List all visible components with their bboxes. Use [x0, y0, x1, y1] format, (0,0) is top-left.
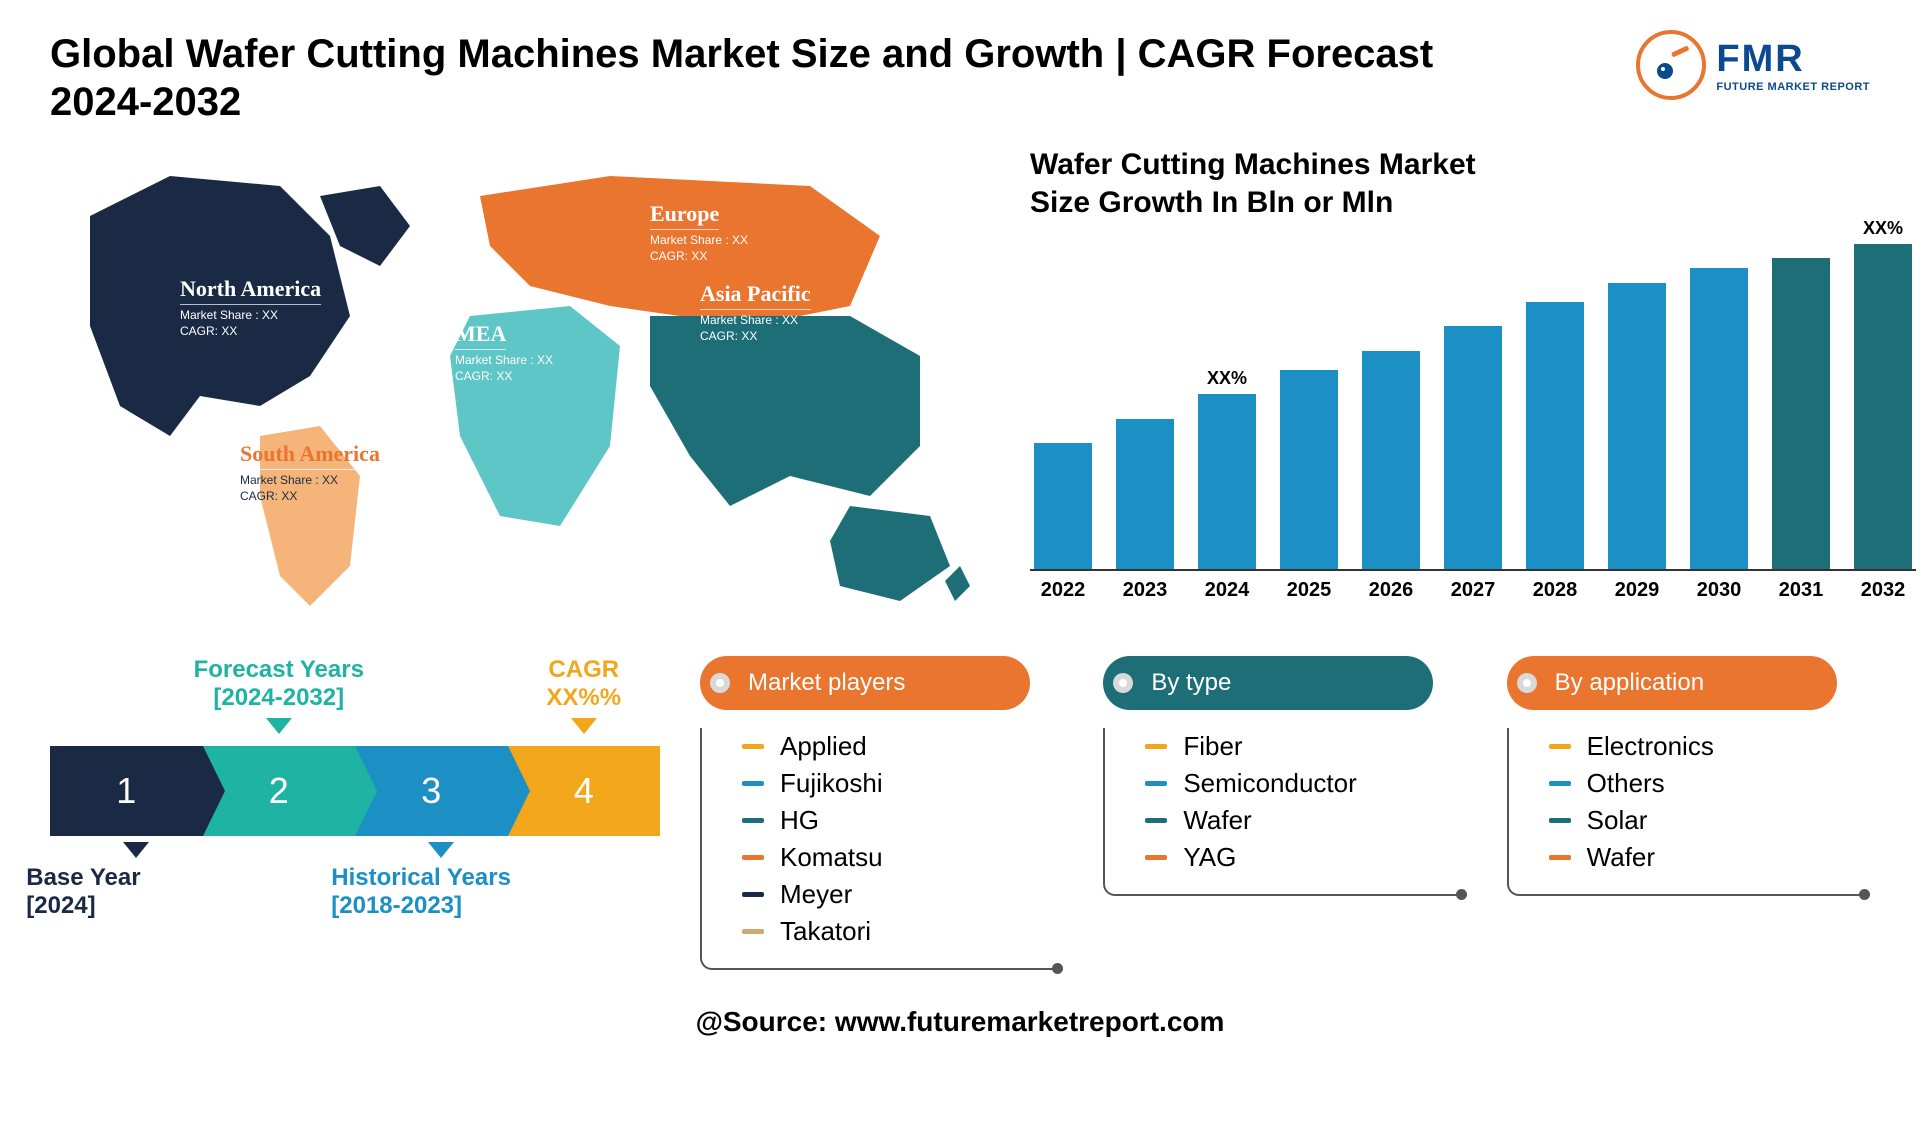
timeline-box-3: 3 — [355, 746, 508, 836]
bar-2023 — [1112, 393, 1178, 569]
segment-item: Solar — [1549, 802, 1870, 839]
year-label-2029: 2029 — [1604, 579, 1670, 602]
year-label-2026: 2026 — [1358, 579, 1424, 602]
timeline-top-label-2: Forecast Years[2024-2032] — [189, 656, 369, 734]
fmr-logo: FMR FUTURE MARKET REPORT — [1636, 30, 1870, 100]
segment-list: ElectronicsOthersSolarWafer — [1507, 728, 1870, 896]
year-label-2023: 2023 — [1112, 579, 1178, 602]
region-label-europe: EuropeMarket Share : XXCAGR: XX — [650, 201, 748, 264]
bar-2031 — [1768, 232, 1834, 569]
bar-2024: XX% — [1194, 368, 1260, 569]
year-label-2025: 2025 — [1276, 579, 1342, 602]
segment-pill: By type — [1103, 656, 1433, 710]
year-label-2031: 2031 — [1768, 579, 1834, 602]
segment-by-application: By application ElectronicsOthersSolarWafe… — [1507, 656, 1870, 970]
bar-2030 — [1686, 242, 1752, 569]
growth-chart: Wafer Cutting Machines Market Size Growt… — [1000, 146, 1920, 616]
timeline-box-1: 1 — [50, 746, 203, 836]
segment-item: Fujikoshi — [742, 765, 1063, 802]
timeline-top-label-4: CAGRXX%% — [494, 656, 674, 734]
segment-item: Semiconductor — [1145, 765, 1466, 802]
world-map: North AmericaMarket Share : XXCAGR: XX So… — [50, 146, 980, 616]
bar-2027 — [1440, 300, 1506, 569]
bar-2022 — [1030, 417, 1096, 569]
segment-list: FiberSemiconductorWaferYAG — [1103, 728, 1466, 896]
bar-2026 — [1358, 325, 1424, 569]
segment-item: Takatori — [742, 913, 1063, 950]
segment-item: Komatsu — [742, 839, 1063, 876]
bar-2032: XX% — [1850, 218, 1916, 569]
chart-title: Wafer Cutting Machines Market Size Growt… — [1030, 146, 1510, 221]
segment-item: HG — [742, 802, 1063, 839]
year-label-2022: 2022 — [1030, 579, 1096, 602]
bar-2029 — [1604, 257, 1670, 569]
segment-by-type: By type FiberSemiconductorWaferYAG — [1103, 656, 1466, 970]
logo-abbr: FMR — [1716, 38, 1870, 81]
segment-item: Meyer — [742, 876, 1063, 913]
segment-item: Applied — [742, 728, 1063, 765]
region-label-mea: MEAMarket Share : XXCAGR: XX — [455, 321, 553, 384]
bar-2025 — [1276, 344, 1342, 569]
region-label-north_america: North AmericaMarket Share : XXCAGR: XX — [180, 276, 321, 339]
year-label-2028: 2028 — [1522, 579, 1588, 602]
segment-pill: By application — [1507, 656, 1837, 710]
timeline: Forecast Years[2024-2032]CAGRXX%% 1234 B… — [50, 656, 660, 952]
logo-subtitle: FUTURE MARKET REPORT — [1716, 81, 1870, 93]
year-label-2024: 2024 — [1194, 579, 1260, 602]
region-label-asia_pacific: Asia PacificMarket Share : XXCAGR: XX — [700, 281, 811, 344]
timeline-bottom-label-3: Historical Years[2018-2023] — [331, 842, 551, 920]
page-title: Global Wafer Cutting Machines Market Siz… — [50, 30, 1450, 126]
source-footer: @Source: www.futuremarketreport.com — [0, 1006, 1920, 1038]
region-label-south_america: South AmericaMarket Share : XXCAGR: XX — [240, 441, 380, 504]
year-label-2032: 2032 — [1850, 579, 1916, 602]
segment-pill: Market players — [700, 656, 1030, 710]
timeline-box-4: 4 — [508, 746, 661, 836]
timeline-box-2: 2 — [203, 746, 356, 836]
segment-market-players: Market players AppliedFujikoshiHGKomatsuM… — [700, 656, 1063, 970]
bar-2028 — [1522, 276, 1588, 569]
segment-item: Wafer — [1549, 839, 1870, 876]
segment-item: Fiber — [1145, 728, 1466, 765]
segment-item: Wafer — [1145, 802, 1466, 839]
logo-icon — [1636, 30, 1706, 100]
segment-list: AppliedFujikoshiHGKomatsuMeyerTakatori — [700, 728, 1063, 970]
segment-item: YAG — [1145, 839, 1466, 876]
timeline-bottom-label-1: Base Year[2024] — [26, 842, 246, 920]
year-label-2030: 2030 — [1686, 579, 1752, 602]
segment-item: Electronics — [1549, 728, 1870, 765]
segment-item: Others — [1549, 765, 1870, 802]
year-label-2027: 2027 — [1440, 579, 1506, 602]
